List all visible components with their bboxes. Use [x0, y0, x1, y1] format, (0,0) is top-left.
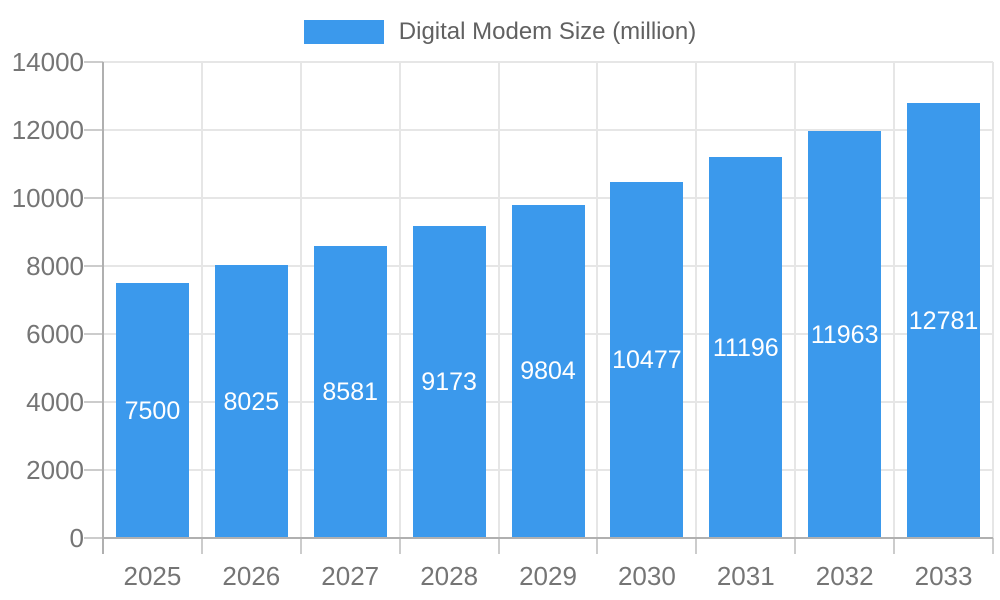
y-tick-label: 10000 [11, 183, 84, 213]
bar-2033 [907, 103, 981, 538]
legend: Digital Modem Size (million) [0, 18, 1000, 46]
bar-2031 [709, 157, 783, 538]
bar-value-label: 8025 [223, 387, 280, 416]
y-axis-tick [84, 265, 103, 267]
x-tick-label: 2025 [123, 561, 182, 591]
v-gridline [596, 62, 599, 538]
bar-2028 [412, 226, 486, 538]
x-axis-tick [497, 538, 500, 554]
x-tick-label: 2033 [914, 561, 973, 591]
x-tick-label: 2027 [321, 561, 380, 591]
y-axis-tick [84, 61, 103, 63]
y-tick-label: 8000 [26, 251, 84, 281]
y-axis-tick [84, 197, 103, 199]
bar-2027 [313, 246, 387, 538]
bar-value-label: 11196 [712, 333, 779, 362]
x-axis-tick [695, 538, 698, 554]
h-gridline [103, 61, 993, 63]
v-gridline [992, 62, 994, 538]
y-axis-tick [84, 401, 103, 403]
v-gridline [497, 62, 500, 538]
bar-value-label: 8581 [322, 378, 379, 407]
y-tick-label: 12000 [11, 115, 84, 145]
x-tick-label: 2031 [716, 561, 775, 591]
y-axis-line [102, 62, 104, 538]
bar-2025 [115, 283, 189, 538]
y-tick-label: 14000 [11, 47, 84, 77]
bar-value-label: 12781 [908, 306, 979, 335]
x-tick-label: 2032 [815, 561, 874, 591]
x-tick-label: 2030 [617, 561, 676, 591]
v-gridline [794, 62, 797, 538]
legend-label: Digital Modem Size (million) [398, 18, 697, 45]
bar-2032 [808, 131, 882, 538]
y-tick-label: 2000 [26, 455, 84, 485]
x-tick-label: 2028 [420, 561, 479, 591]
x-axis-tick [794, 538, 797, 554]
legend-swatch [303, 20, 384, 44]
v-gridline [200, 62, 203, 538]
x-axis-line [103, 537, 993, 539]
bar-value-label: 10477 [612, 345, 682, 374]
y-axis-tick [84, 129, 103, 131]
bar-value-label: 9804 [520, 357, 576, 386]
v-gridline [299, 62, 302, 538]
y-axis-tick [84, 333, 103, 335]
v-gridline [695, 62, 698, 538]
x-axis-tick [102, 538, 104, 554]
x-axis-tick [992, 538, 994, 554]
bar-value-label: 9173 [421, 368, 477, 397]
bar-value-label: 7500 [124, 396, 181, 425]
h-gridline [103, 197, 993, 199]
x-tick-label: 2029 [519, 561, 577, 591]
v-gridline [893, 62, 896, 538]
y-axis-tick [84, 469, 103, 471]
x-axis-tick [200, 538, 203, 554]
v-gridline [398, 62, 401, 538]
x-tick-label: 2026 [222, 561, 281, 591]
x-axis-tick [893, 538, 896, 554]
x-axis-tick [299, 538, 302, 554]
x-axis-tick [596, 538, 599, 554]
y-tick-label: 0 [69, 523, 84, 553]
y-tick-label: 6000 [26, 319, 84, 349]
y-axis-tick [84, 537, 103, 539]
bar-2026 [214, 265, 288, 538]
bar-value-label: 11963 [810, 320, 879, 349]
bar-2030 [610, 181, 684, 538]
y-tick-label: 4000 [26, 387, 84, 417]
bar-2029 [511, 204, 585, 538]
h-gridline [103, 129, 993, 131]
x-axis-tick [398, 538, 401, 554]
